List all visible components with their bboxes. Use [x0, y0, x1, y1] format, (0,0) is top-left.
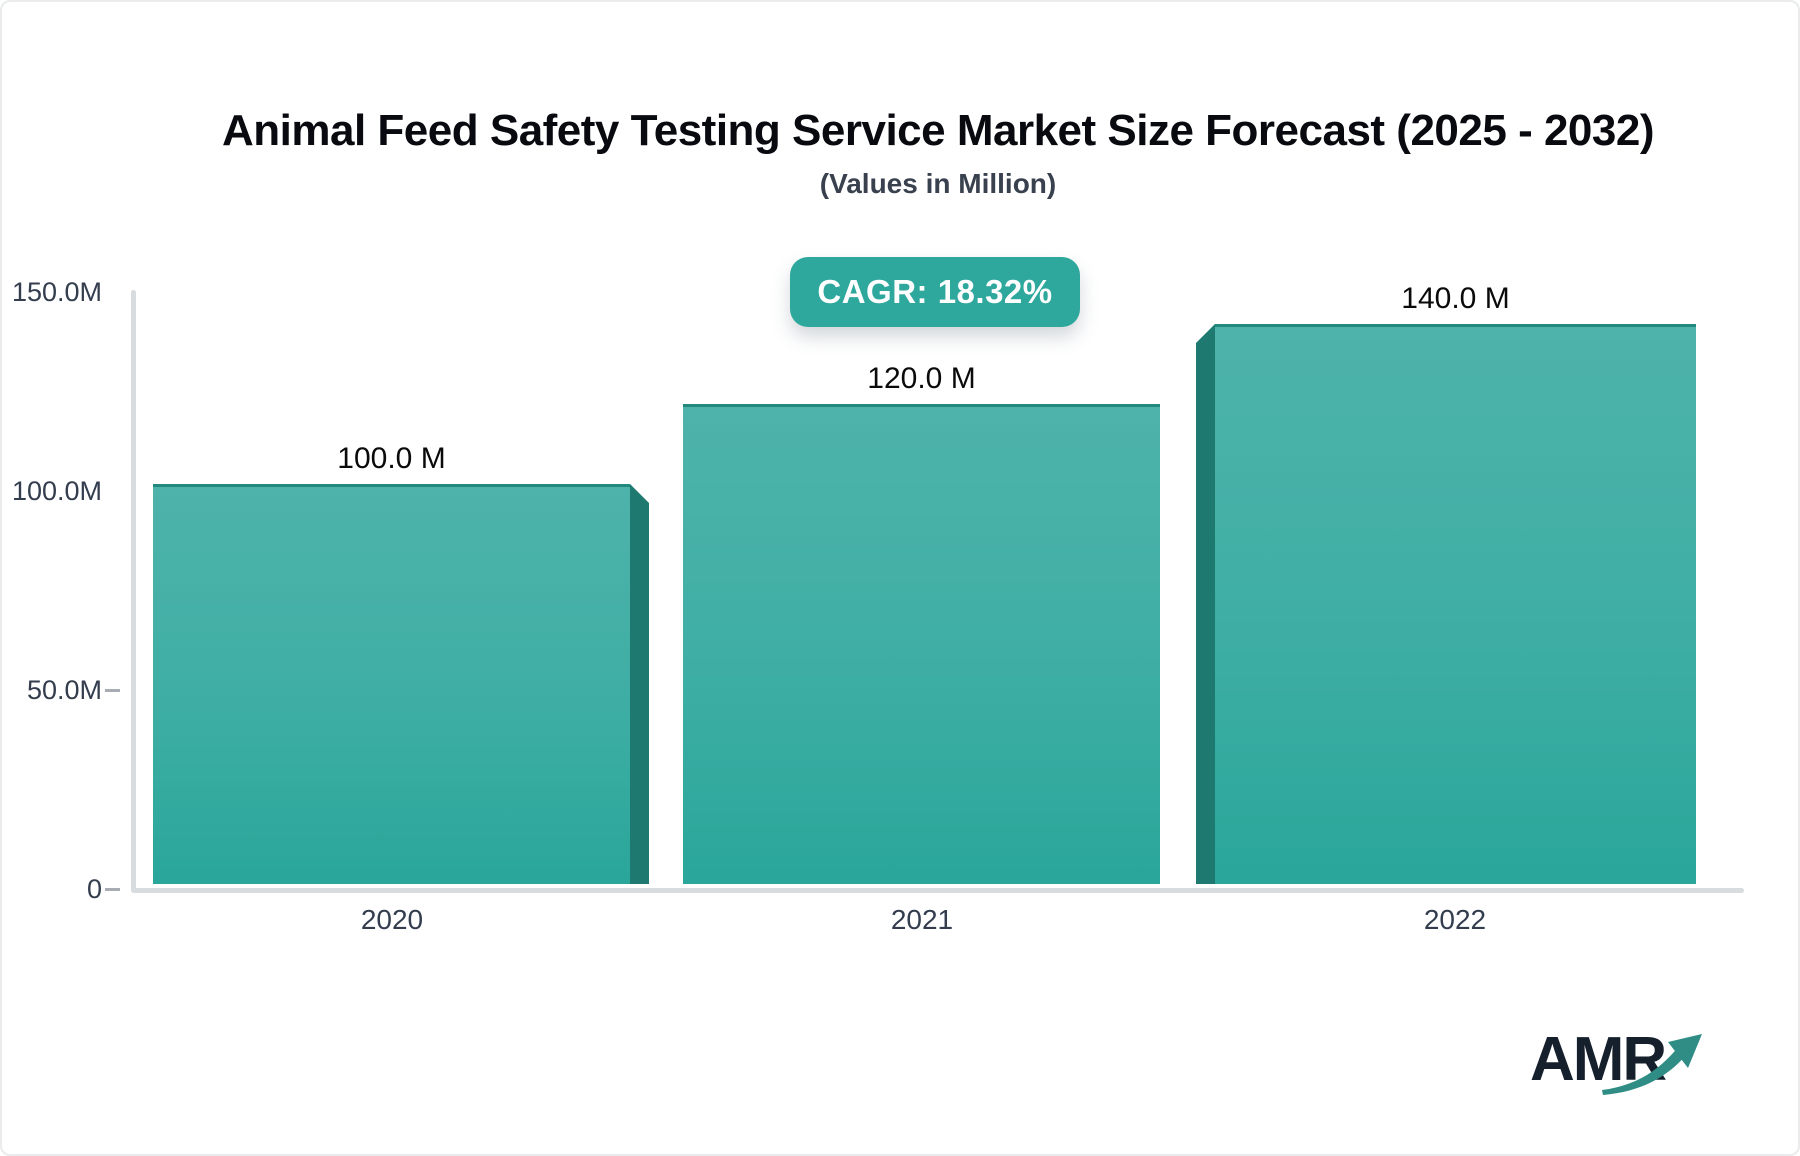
- x-tick-label-2022: 2022: [1423, 904, 1487, 935]
- y-tick-mark-0: [105, 888, 120, 891]
- bar-value-label-2021: 120.0 M: [867, 362, 976, 395]
- bar-3d-edge-2022: [1196, 324, 1215, 884]
- bar-value-label-2020: 100.0 M: [337, 442, 446, 475]
- y-tick-label-0: 0: [86, 874, 102, 904]
- y-tick-label-150: 150.0M: [11, 277, 102, 307]
- y-tick-label-50: 50.0M: [26, 675, 102, 705]
- bar-value-label-2022: 140.0 M: [1401, 282, 1510, 315]
- bar-face-2020: [153, 484, 630, 884]
- x-tick-label-2020: 2020: [360, 904, 424, 935]
- cagr-badge-label: CAGR: 18.32%: [817, 273, 1053, 310]
- y-axis-line: [131, 290, 136, 892]
- chart-title: Animal Feed Safety Testing Service Marke…: [222, 106, 1654, 155]
- amr-logo: AMR: [1530, 1024, 1720, 1124]
- bar-face-2021: [683, 404, 1160, 884]
- x-tick-label-2021: 2021: [890, 904, 954, 935]
- trend-arrow-icon: [1602, 1034, 1702, 1095]
- y-tick-mark-50: [105, 689, 120, 692]
- y-tick-label-100: 100.0M: [11, 476, 102, 506]
- bar-face-2022: [1215, 324, 1696, 884]
- x-axis-line: [131, 888, 1744, 893]
- cagr-badge: CAGR: 18.32%: [790, 257, 1080, 327]
- chart-subtitle: (Values in Million): [819, 168, 1057, 199]
- bar-3d-edge-2020: [630, 484, 649, 884]
